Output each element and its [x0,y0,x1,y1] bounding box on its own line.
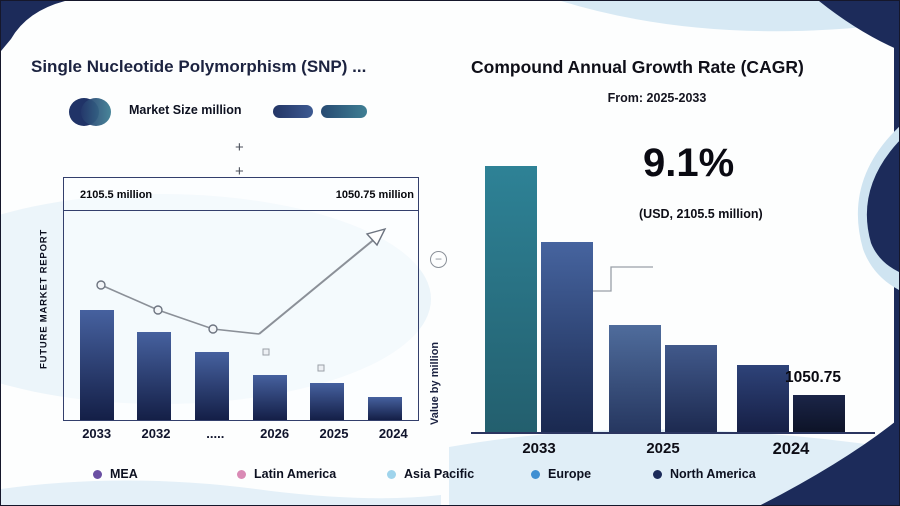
left-x-label: 2032 [141,426,171,441]
legend-dot-icon [531,469,540,479]
right-bar-group-2033: 2033 [485,166,593,457]
legend-item-mea: MEA [93,467,138,481]
right-y-axis-label: Value by million [429,341,441,425]
watermark-vertical-text: FUTURE MARKET REPORT [38,228,50,370]
deco-top-left-triangle [1,1,65,51]
deco-right-bulge [866,141,899,272]
legend-item-label: North America [670,467,756,481]
value-label-1050: 1050.75 [785,369,842,386]
left-x-label: 2025 [319,426,349,441]
left-bar-col-2024 [359,397,411,420]
legend-item-label: Asia Pacific [404,467,475,481]
legend-item-latin-america: Latin America [237,467,336,481]
right-groups: 2033 2025 2024 [471,151,873,458]
right-x-axis-line [471,432,875,434]
left-x-label: ..... [206,426,225,441]
right-bar-2024-1 [737,365,789,432]
deco-top-right-corner [819,1,899,51]
legend-item-label: Latin America [254,467,337,481]
bar-2025 [310,383,345,420]
legend-dot-icon [653,469,662,479]
market-size-icon [69,98,111,126]
right-x-label-2033: 2033 [522,440,556,457]
legend-item-asia-pacific: Asia Pacific [387,467,474,481]
left-title: Single Nucleotide Polymorphism (SNP) ... [31,57,367,76]
left-bar-col-2033 [71,310,123,420]
left-x-label: 2026 [260,426,290,441]
deco-bottom-left-wave [1,480,441,505]
deco-bottom-light-band [449,429,899,505]
market-size-legend-label: Market Size million [129,103,242,117]
plus-decor-icon: + [235,139,244,156]
left-bars [68,212,414,420]
left-x-axis-labels: 2033 2032..... 2026 2025 2024 [67,426,423,441]
deco-top-light-band [561,1,899,32]
left-bar-col-2025 [301,383,353,420]
right-title: Compound Annual Growth Rate (CAGR) [471,57,804,77]
bar-..... [195,352,230,420]
right-x-label-2025: 2025 [646,440,680,457]
left-bar-col-2032 [128,332,180,420]
cagr-note: (USD, 2105.5 million) [639,207,763,221]
chart-annotation-bar: 2105.5 million 1050.75 million [64,178,418,211]
legend-item-label: Europe [548,467,592,481]
annotation-2024-value: 1050.75 million [335,189,414,201]
right-bar-2025-1 [609,325,661,432]
right-bar-2033-1 [485,166,537,432]
right-grouped-bar-chart: 2033 2025 2024 [471,151,875,458]
bar-2024 [368,397,403,420]
left-x-label: 2024 [378,426,408,441]
left-x-label: 2033 [82,426,112,441]
right-bar-2033-2 [541,242,593,432]
legend-item-label: MEA [110,467,138,481]
bar-2033 [79,310,114,420]
right-bar-2025-2 [665,345,717,432]
annotation-2033-value: 2105.5 million [80,189,153,201]
plus-decor-icon: + [235,163,244,180]
bar-2026 [252,375,287,420]
circle-minus-icon: − [430,251,447,268]
legend-dot-icon [93,469,102,479]
left-bar-col-2026 [244,375,296,420]
legend-item-north-america: North America [653,467,756,481]
legend-item-europe: Europe [531,467,591,481]
right-subtitle: From: 2025-2033 [607,91,707,105]
cagr-value: 9.1% [643,141,735,185]
right-bar-2024-2 [793,395,845,432]
legend-dot-icon [387,469,396,479]
left-bar-chart: 2105.5 million 1050.75 million [63,177,419,421]
legend-dot-icon [237,469,246,479]
right-bar-group-2025: 2025 [609,325,717,457]
left-bar-col-..... [186,352,238,420]
step-bracket-decor [593,266,653,292]
legend-pill-right [321,105,367,118]
right-bar-group-2024: 2024 [737,365,845,458]
deco-bottom-right-corner [760,418,899,505]
legend-pill-left [273,105,313,118]
region-legend: MEA Latin America Asia Pacific Europe North … [1,467,899,491]
right-x-label-2024: 2024 [772,440,810,458]
bar-2032 [137,332,172,420]
